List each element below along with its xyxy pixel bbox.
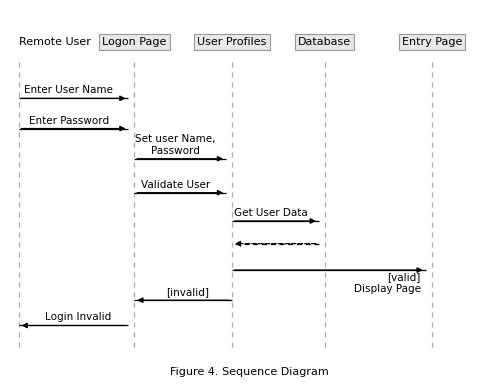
Text: [invalid]: [invalid] — [166, 287, 210, 297]
Text: Figure 4. Sequence Diagram: Figure 4. Sequence Diagram — [170, 367, 328, 377]
Text: Remote User: Remote User — [18, 37, 91, 47]
Text: Validate User: Validate User — [140, 180, 210, 190]
Text: Get User Data: Get User Data — [234, 208, 307, 218]
Text: Entry Page: Entry Page — [402, 37, 462, 47]
Text: Set user Name,
Password: Set user Name, Password — [135, 134, 216, 156]
Text: Login Invalid: Login Invalid — [45, 312, 112, 322]
Text: User Profiles: User Profiles — [197, 37, 266, 47]
Text: [valid]
Display Page: [valid] Display Page — [354, 272, 421, 294]
Text: Enter Password: Enter Password — [28, 116, 109, 126]
Text: Logon Page: Logon Page — [102, 37, 166, 47]
Text: Enter User Name: Enter User Name — [24, 85, 113, 95]
Text: Database: Database — [298, 37, 351, 47]
